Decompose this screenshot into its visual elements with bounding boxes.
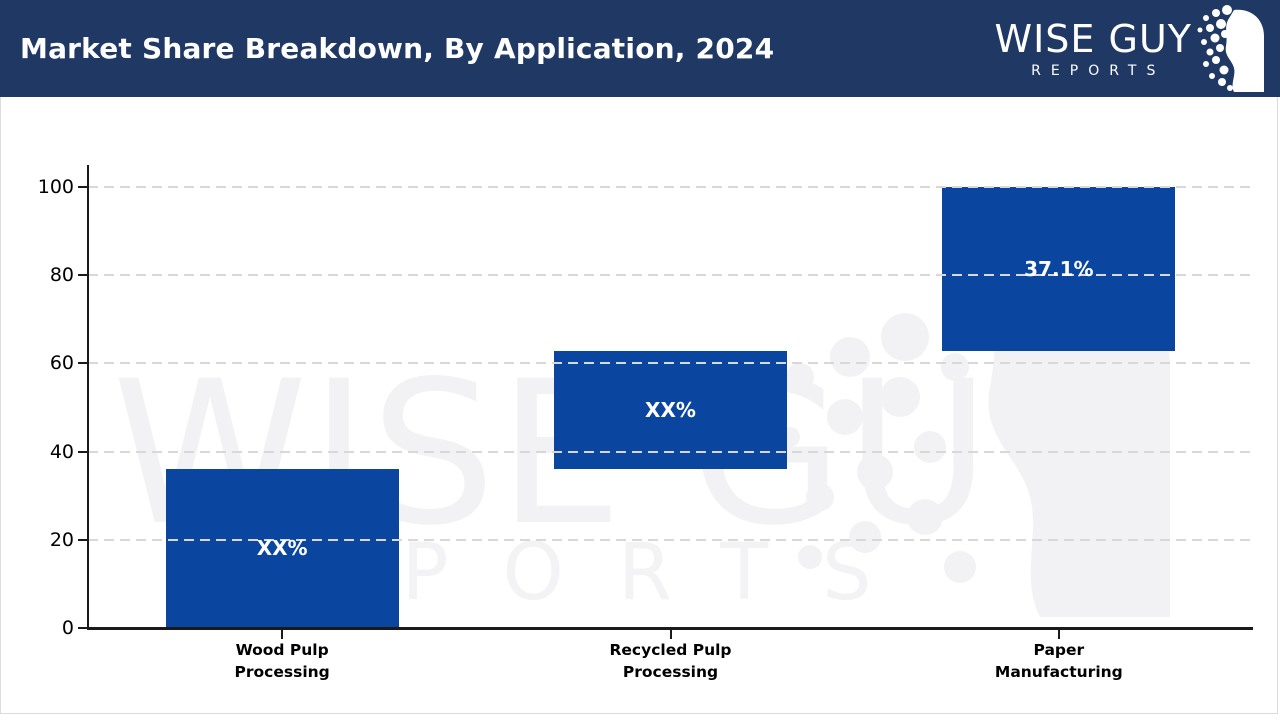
- gridline-y-100: [88, 186, 1253, 189]
- y-tick-label-0: 0: [61, 617, 74, 639]
- y-tick-label-100: 100: [37, 176, 74, 199]
- x-category-label: Recycled Pulp Processing: [609, 641, 732, 681]
- y-tick-mark-60: [78, 362, 87, 365]
- wise-guy-reports-logo: WISE GUY REPORTS: [995, 4, 1266, 94]
- y-tick-mark-20: [78, 538, 87, 541]
- bar-recycled-pulp-processing: [554, 350, 787, 469]
- header-bar: Market Share Breakdown, By Application, …: [0, 0, 1280, 97]
- x-tick-mark: [281, 630, 284, 639]
- logo-wordmark: WISE GUY: [994, 16, 1192, 61]
- y-axis-line: [87, 165, 89, 628]
- x-tick-mark: [669, 630, 672, 639]
- y-tick-label-80: 80: [49, 264, 74, 287]
- bar-value-label: XX%: [256, 536, 308, 561]
- logo-text: WISE GUY REPORTS: [995, 20, 1192, 78]
- bar-value-label: 37.1%: [1024, 256, 1094, 281]
- x-axis-line: [87, 627, 1253, 630]
- gridline-y-80: [88, 274, 1253, 277]
- bar-paper-manufacturing: [942, 187, 1176, 351]
- gridline-y-40: [88, 450, 1253, 453]
- bar-wood-pulp-processing: [165, 468, 399, 628]
- y-tick-mark-100: [78, 186, 87, 189]
- y-tick-mark-0: [78, 627, 87, 629]
- y-tick-mark-80: [78, 274, 87, 277]
- x-category-label: Wood Pulp Processing: [234, 641, 330, 681]
- y-tick-label-20: 20: [49, 528, 74, 551]
- x-category-label: Paper Manufacturing: [994, 641, 1123, 681]
- logo-subtitle: REPORTS: [1031, 62, 1166, 79]
- y-tick-label-60: 60: [49, 352, 74, 375]
- gridline-y-60: [88, 362, 1253, 365]
- bar-value-label: XX%: [645, 397, 696, 422]
- page-title: Market Share Breakdown, By Application, …: [20, 32, 775, 65]
- x-tick-mark: [1057, 630, 1060, 639]
- y-tick-label-40: 40: [49, 440, 74, 463]
- y-tick-mark-40: [78, 450, 87, 453]
- dotted-face-profile-icon: [1197, 4, 1264, 92]
- gridline-y-20: [88, 538, 1253, 541]
